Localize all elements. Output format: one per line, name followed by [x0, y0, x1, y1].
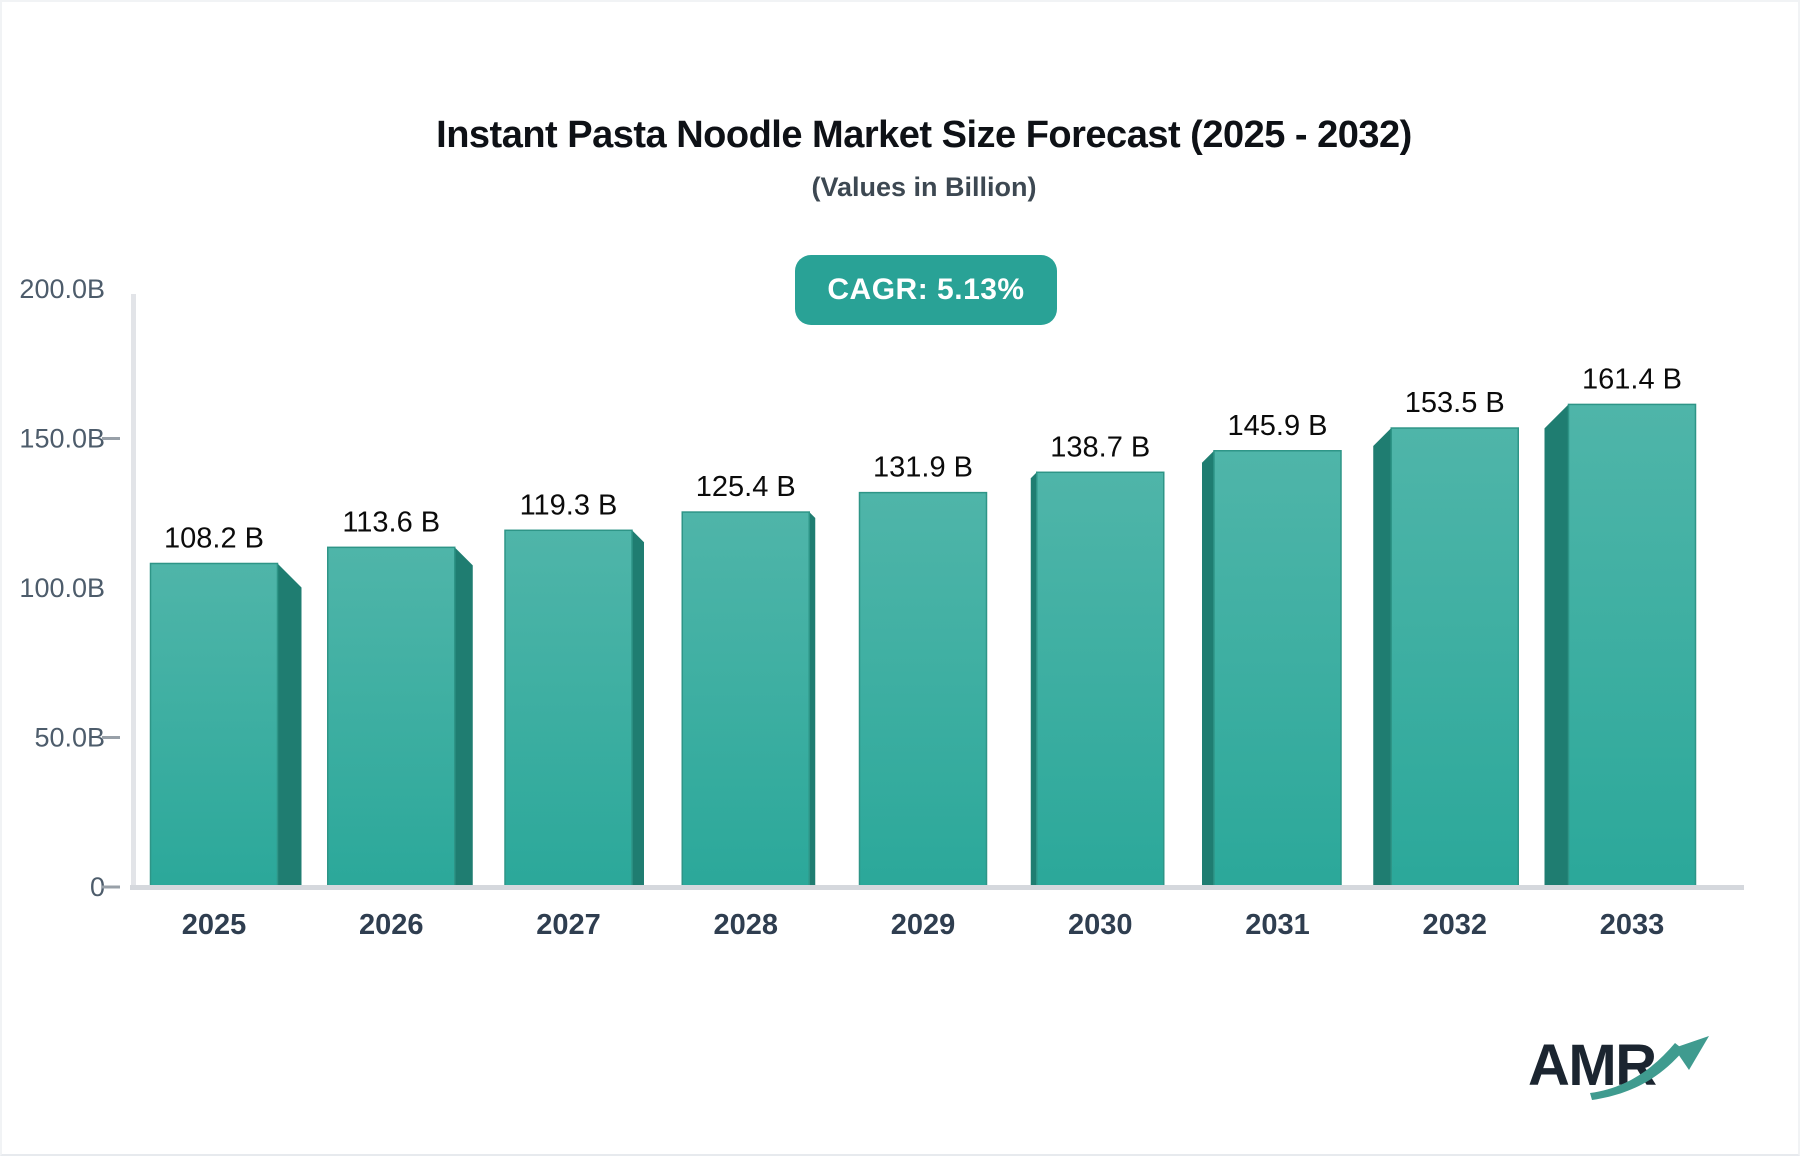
bar-group-2030 — [1030, 471, 1165, 888]
bar[interactable] — [1213, 450, 1342, 888]
bar-group-2027 — [504, 529, 644, 888]
bar-side-face — [277, 563, 302, 887]
growth-arrow-icon — [1590, 1036, 1709, 1100]
bar-group-2029 — [858, 491, 988, 888]
bar[interactable] — [149, 562, 279, 888]
y-axis-tick-label: 100.0B — [19, 573, 105, 603]
bar[interactable] — [1567, 403, 1697, 888]
bar-value-label: 113.6 B — [342, 506, 440, 538]
amr-logo: AMR — [1528, 1034, 1714, 1106]
x-axis-label-2033: 2033 — [1600, 909, 1665, 941]
bar-value-label: 125.4 B — [696, 471, 796, 503]
bar[interactable] — [327, 546, 456, 888]
bar-group-2032 — [1373, 427, 1519, 888]
bar-value-label: 131.9 B — [873, 452, 973, 484]
bar-group-2025 — [149, 562, 302, 888]
bar-side-face — [809, 512, 816, 887]
cagr-badge: CAGR: 5.13% — [795, 255, 1057, 325]
bar-side-face — [1373, 428, 1392, 887]
bar[interactable] — [1390, 427, 1519, 888]
bar-value-label: 119.3 B — [520, 489, 618, 521]
x-axis-label-2030: 2030 — [1068, 909, 1133, 941]
x-axis-label-2031: 2031 — [1245, 909, 1310, 941]
bar[interactable] — [504, 529, 633, 888]
bar-side-face — [632, 530, 644, 887]
x-axis-label-2026: 2026 — [359, 909, 424, 941]
bar[interactable] — [681, 511, 810, 888]
cagr-badge-label: CAGR: 5.13% — [827, 273, 1025, 306]
bar-value-label: 108.2 B — [164, 522, 264, 554]
y-axis-tick-label: 0 — [90, 872, 105, 902]
bar-group-2033 — [1544, 403, 1697, 888]
bar-side-face — [1030, 472, 1037, 887]
bar-group-2026 — [327, 546, 473, 888]
chart-title: Instant Pasta Noodle Market Size Forecas… — [436, 114, 1412, 156]
x-axis-label-2028: 2028 — [713, 909, 778, 941]
bar-side-face — [454, 547, 473, 887]
bar-side-face — [1544, 404, 1569, 887]
x-axis-label-2027: 2027 — [536, 909, 601, 941]
bar-value-label: 145.9 B — [1228, 410, 1328, 442]
y-axis-tick-label: 50.0B — [34, 723, 105, 753]
chart-subtitle: (Values in Billion) — [811, 172, 1037, 202]
bar[interactable] — [1036, 471, 1165, 888]
y-axis-tick-label: 200.0B — [19, 274, 105, 304]
bar-group-2028 — [681, 511, 816, 888]
x-axis-label-2032: 2032 — [1422, 909, 1487, 941]
bar-side-face — [1202, 450, 1214, 887]
bar-value-label: 138.7 B — [1050, 431, 1150, 463]
x-axis-label-2025: 2025 — [182, 909, 247, 941]
x-axis-label-2029: 2029 — [891, 909, 956, 941]
y-axis-tick-label: 150.0B — [19, 424, 105, 454]
bar-value-label: 161.4 B — [1582, 363, 1682, 395]
bar[interactable] — [858, 491, 988, 888]
bar-value-label: 153.5 B — [1405, 387, 1505, 419]
bar-group-2031 — [1202, 450, 1342, 888]
